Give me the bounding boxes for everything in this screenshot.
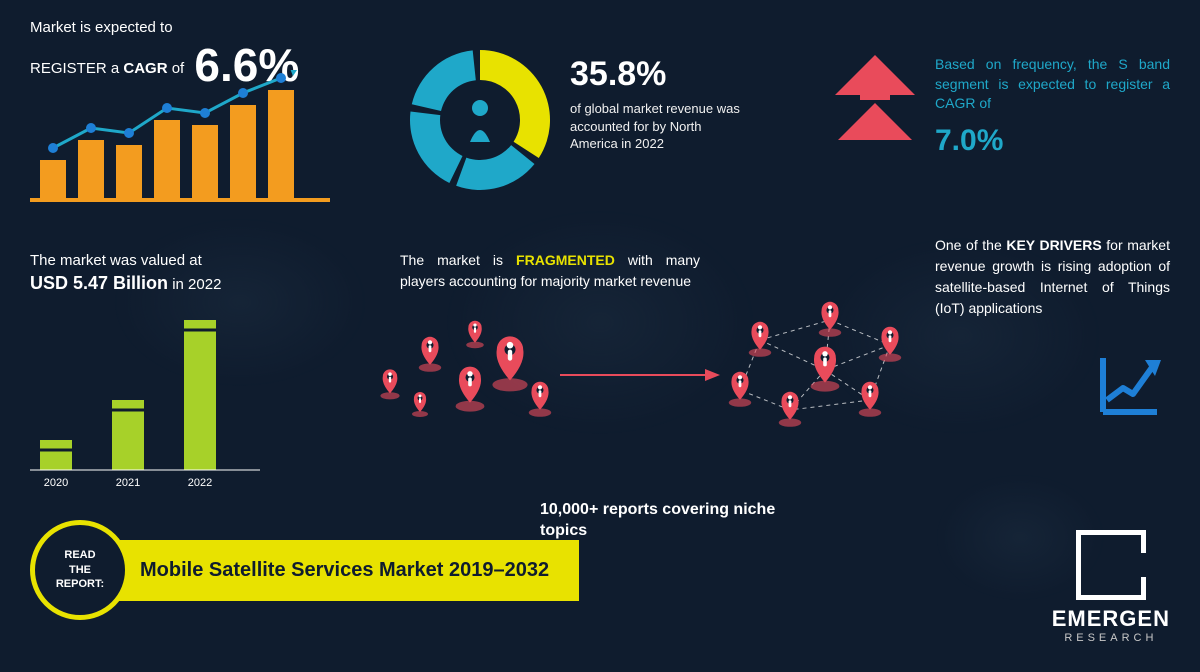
- logo-name: EMERGEN: [1052, 606, 1170, 632]
- region-desc: of global market revenue was accounted f…: [570, 100, 740, 153]
- kd-pre: One of the: [935, 237, 1006, 253]
- region-donut-chart: [405, 45, 555, 195]
- kd-bold: KEY DRIVERS: [1006, 237, 1101, 253]
- cta-title: Mobile Satellite Services Market 2019–20…: [80, 540, 579, 601]
- map-pins-cluster: [360, 295, 570, 435]
- sband-text-block: Based on frequency, the S band segment i…: [935, 55, 1170, 162]
- sband-value: 7.0%: [935, 120, 1170, 162]
- logo-sub: RESEARCH: [1052, 632, 1170, 644]
- growth-chart-icon: [1095, 350, 1165, 420]
- key-drivers-text: One of the KEY DRIVERS for market revenu…: [935, 235, 1170, 319]
- triangle-up-icon: [830, 55, 920, 155]
- valuation-line1: The market was valued at: [30, 252, 202, 269]
- valuation-text: The market was valued at USD 5.47 Billio…: [30, 250, 280, 296]
- cagr-lead-1: Market is expected to: [30, 19, 173, 36]
- svg-text:2020: 2020: [44, 477, 68, 489]
- svg-text:2021: 2021: [116, 477, 140, 489]
- arrow-right-icon: [560, 365, 720, 385]
- cagr-bar-chart: [30, 70, 330, 210]
- region-pct: 35.8%: [570, 55, 740, 94]
- frag-highlight: FRAGMENTED: [516, 252, 615, 268]
- valuation-line2: in 2022: [168, 276, 221, 293]
- svg-text:2022: 2022: [188, 477, 212, 489]
- valuation-bar-chart: 2020 2021 2022: [30, 310, 280, 490]
- fragmented-text: The market is FRAGMENTED with many playe…: [400, 250, 700, 292]
- valuation-amount: USD 5.47 Billion: [30, 273, 168, 293]
- cta-banner[interactable]: READTHEREPORT: Mobile Satellite Services…: [30, 520, 579, 620]
- brand-logo: EMERGEN RESEARCH: [1052, 530, 1170, 644]
- region-donut-text: 35.8% of global market revenue was accou…: [570, 55, 740, 153]
- cta-circle: READTHEREPORT:: [30, 520, 130, 620]
- frag-pre: The market is: [400, 252, 516, 268]
- map-pins-network: [720, 290, 930, 450]
- sband-desc: Based on frequency, the S band segment i…: [935, 56, 1170, 111]
- logo-square-icon: [1076, 530, 1146, 600]
